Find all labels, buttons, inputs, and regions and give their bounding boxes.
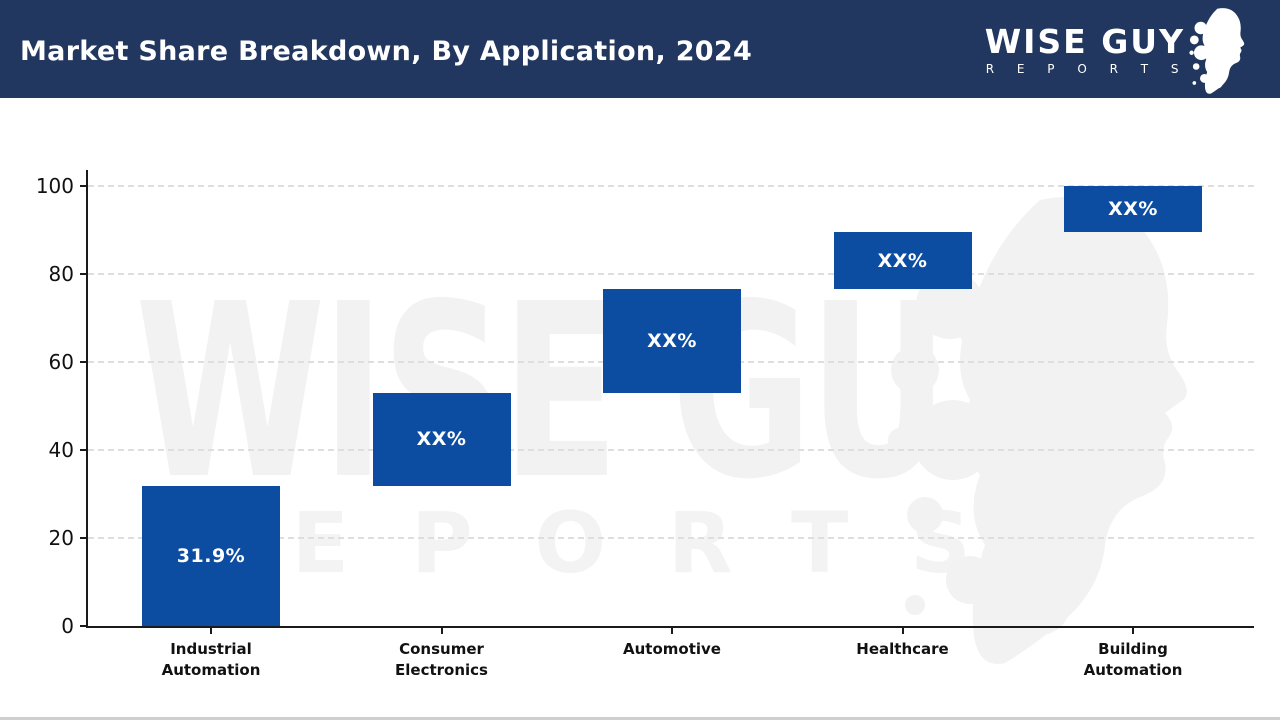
x-category-label-line: Automation xyxy=(1083,661,1183,679)
logo-reports-label: R E P O R T S xyxy=(985,62,1188,76)
x-category-label-line: Automotive xyxy=(623,640,721,658)
bar-industrial-automation: 31.9% xyxy=(142,485,280,626)
y-tick-mark xyxy=(80,273,88,275)
x-tick-mark xyxy=(671,626,673,634)
bar-value-label: XX% xyxy=(877,249,928,272)
bar-value-label: XX% xyxy=(647,330,697,353)
bar-value-label: XX% xyxy=(416,428,467,451)
gridline-20 xyxy=(88,537,1254,539)
x-category-label-line: Consumer xyxy=(399,640,484,658)
x-category-label: Automotive xyxy=(562,639,782,660)
y-axis-line xyxy=(86,170,88,628)
x-category-label-line: Electronics xyxy=(395,661,488,679)
x-category-label: Industrial Automation xyxy=(101,639,321,681)
logo-head-icon xyxy=(1189,8,1245,94)
y-tick-mark xyxy=(80,185,88,187)
bar-consumer-electronics: XX% xyxy=(372,392,511,486)
x-category-label-line: Healthcare xyxy=(856,640,949,658)
watermark-reports-text: REPORTS xyxy=(165,494,1033,592)
gridline-100 xyxy=(88,185,1254,187)
x-category-label: Healthcare xyxy=(793,639,1013,660)
y-tick-mark xyxy=(80,361,88,363)
bar-automotive: XX% xyxy=(603,289,741,393)
gridline-80 xyxy=(88,273,1254,275)
x-tick-mark xyxy=(901,626,904,634)
watermark-head-logo xyxy=(888,196,1187,664)
y-tick-label: 60 xyxy=(48,350,74,374)
logo-wiseguy-label: WISE GUY xyxy=(984,22,1185,61)
y-tick-label: 100 xyxy=(35,174,74,198)
bar-value-label: XX% xyxy=(1108,198,1158,221)
y-tick-label: 20 xyxy=(48,526,74,550)
bar-building-automation: XX% xyxy=(1064,186,1202,233)
y-tick-mark xyxy=(80,449,88,451)
x-category-label-line: Building xyxy=(1098,640,1168,658)
x-tick-mark xyxy=(440,626,443,634)
x-tick-mark xyxy=(210,626,212,634)
x-category-label: Building Automation xyxy=(1023,639,1243,681)
wise-guy-reports-logo: WISE GUY R E P O R T S xyxy=(982,6,1266,94)
y-tick-label: 40 xyxy=(48,438,74,462)
bar-healthcare: XX% xyxy=(833,232,972,290)
x-category-label-line: Automation xyxy=(161,661,261,679)
header-bar: Market Share Breakdown, By Application, … xyxy=(0,0,1280,98)
x-category-label: Consumer Electronics xyxy=(332,639,552,681)
bar-value-label: 31.9% xyxy=(176,544,246,567)
x-tick-mark xyxy=(1132,626,1134,634)
x-axis-line xyxy=(86,626,1254,628)
y-tick-label: 80 xyxy=(48,262,74,286)
page-title: Market Share Breakdown, By Application, … xyxy=(20,36,753,67)
x-category-label-line: Industrial xyxy=(170,640,252,658)
y-tick-label: 0 xyxy=(61,614,74,638)
logo-text: WISE GUY R E P O R T S xyxy=(982,22,1188,77)
gridline-40 xyxy=(88,449,1254,451)
y-tick-mark xyxy=(80,537,88,539)
y-tick-mark xyxy=(80,625,88,627)
